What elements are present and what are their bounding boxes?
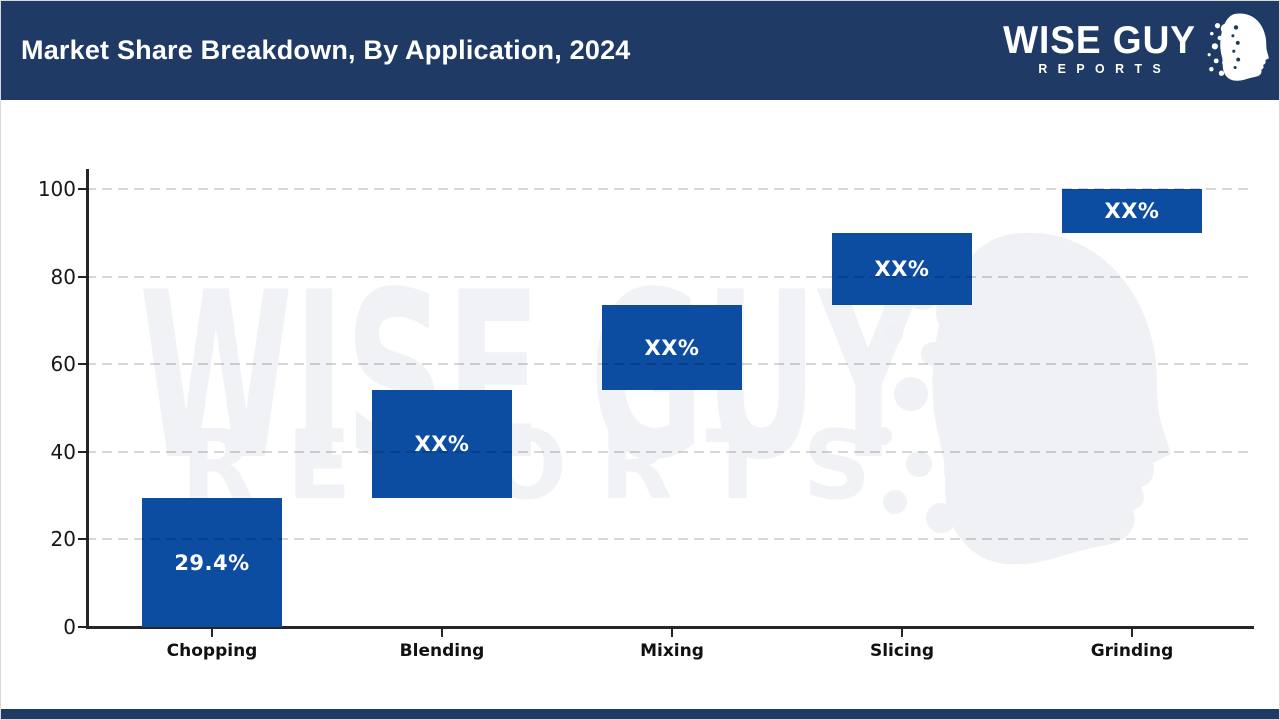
y-tick-60 [78, 363, 86, 366]
gridline-20 [86, 538, 1254, 541]
bar-blending: XX% [372, 390, 512, 499]
x-category-label: Chopping [166, 641, 258, 661]
bar-mixing: XX% [602, 305, 742, 391]
y-tick-20 [78, 538, 86, 541]
x-tick-mixing [671, 629, 673, 637]
brand-logo-text: WISE GUY REPORTS [1003, 21, 1196, 77]
bar-chopping: 29.4% [142, 498, 282, 627]
bar-value-label: XX% [874, 256, 930, 281]
y-tick-label: 0 [63, 615, 76, 639]
y-tick-label: 20 [50, 527, 76, 552]
x-axis-line [86, 626, 1254, 629]
gridline-40 [86, 450, 1254, 453]
brand-subtitle: REPORTS [1038, 61, 1172, 76]
footer-bar [1, 709, 1279, 719]
bar-value-label: XX% [414, 432, 470, 457]
brand-logo: WISE GUY REPORTS [998, 7, 1269, 91]
y-axis-line [86, 169, 89, 629]
bar-slicing: XX% [832, 232, 972, 306]
x-tick-blending [441, 629, 443, 637]
y-tick-label: 100 [37, 177, 76, 201]
page-title: Market Share Breakdown, By Application, … [21, 35, 631, 65]
brand-name: WISE GUY [1003, 19, 1196, 62]
y-tick-100 [78, 188, 86, 190]
x-tick-slicing [901, 629, 903, 637]
bar-grinding: XX% [1062, 189, 1202, 233]
y-tick-label: 40 [50, 439, 76, 464]
y-tick-label: 60 [50, 352, 76, 377]
bar-value-label: XX% [644, 335, 700, 360]
x-category-label: Slicing [869, 641, 935, 661]
header-bar: Market Share Breakdown, By Application, … [1, 1, 1279, 100]
bar-value-label: 29.4% [174, 550, 250, 575]
logo-head-icon [1207, 13, 1269, 81]
x-category-label: Mixing [640, 641, 704, 661]
gridline-80 [86, 275, 1254, 278]
y-tick-label: 80 [50, 264, 76, 289]
bar-value-label: XX% [1104, 198, 1160, 223]
gridline-60 [86, 363, 1254, 366]
gridline-100 [86, 188, 1254, 190]
y-tick-40 [78, 450, 86, 453]
y-tick-80 [78, 275, 86, 278]
y-tick-0 [78, 626, 86, 628]
x-category-label: Grinding [1090, 641, 1174, 661]
x-category-label: Blending [399, 641, 485, 661]
x-tick-chopping [211, 629, 213, 637]
x-tick-grinding [1131, 629, 1133, 637]
